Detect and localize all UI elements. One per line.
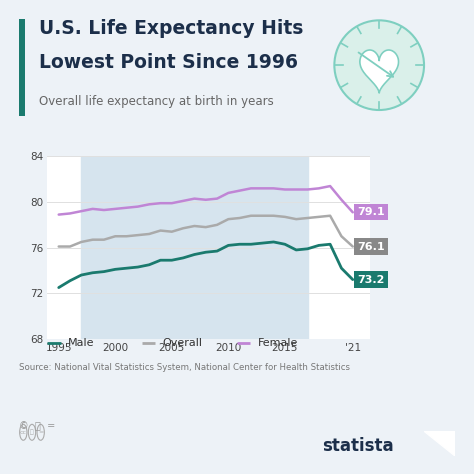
- Text: 79.1: 79.1: [357, 207, 385, 217]
- Text: Male: Male: [68, 338, 94, 348]
- Bar: [82, 156, 308, 339]
- Text: ©  ⓘ  =: © ⓘ =: [19, 421, 55, 432]
- Text: Female: Female: [257, 338, 298, 348]
- Text: Lowest Point Since 1996: Lowest Point Since 1996: [39, 53, 298, 72]
- Polygon shape: [424, 431, 455, 456]
- Polygon shape: [360, 50, 399, 93]
- Text: cc: cc: [20, 430, 27, 435]
- Circle shape: [334, 20, 424, 110]
- Text: 73.2: 73.2: [357, 274, 385, 284]
- Text: ⓘ: ⓘ: [30, 429, 34, 435]
- Text: Overall life expectancy at birth in years: Overall life expectancy at birth in year…: [39, 95, 274, 108]
- Text: Source: National Vital Statistics System, National Center for Health Statistics: Source: National Vital Statistics System…: [19, 363, 350, 372]
- Text: 76.1: 76.1: [357, 242, 385, 252]
- Text: Overall: Overall: [163, 338, 202, 348]
- Text: statista: statista: [322, 437, 394, 455]
- Text: U.S. Life Expectancy Hits: U.S. Life Expectancy Hits: [39, 19, 304, 38]
- Text: =: =: [38, 430, 43, 435]
